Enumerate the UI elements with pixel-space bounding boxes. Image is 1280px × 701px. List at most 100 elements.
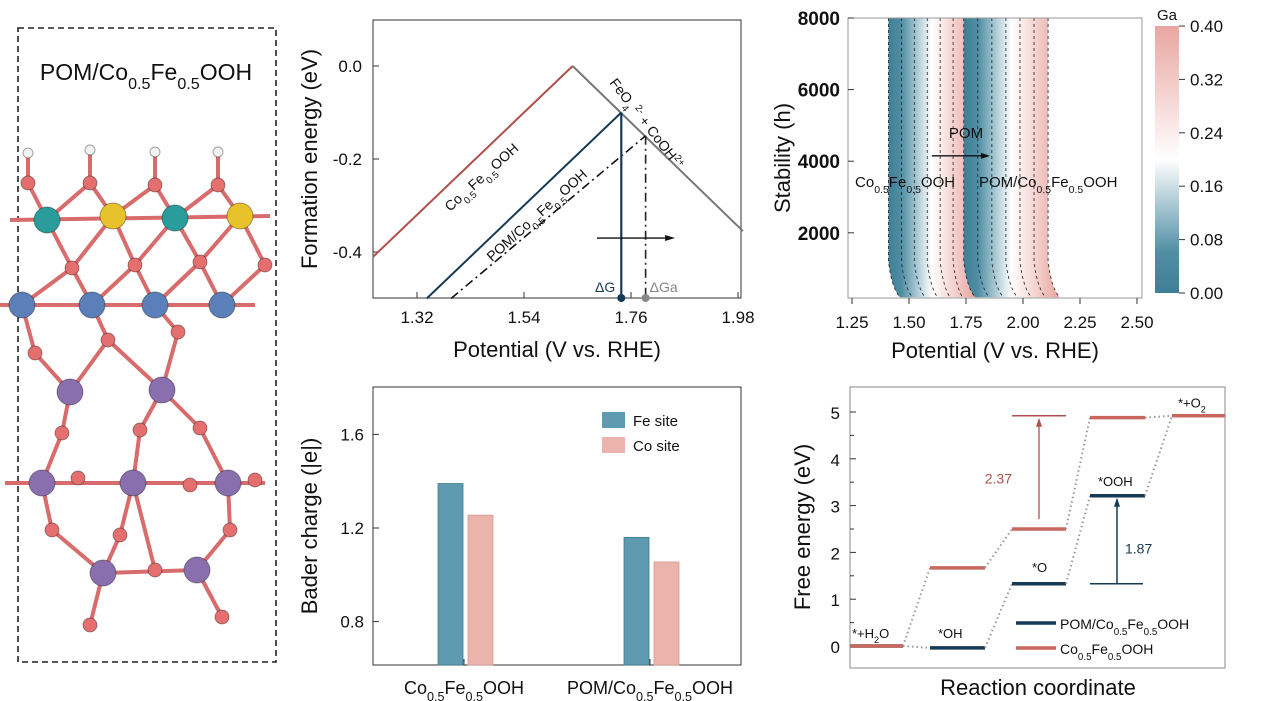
- y-tick-label: 4: [831, 451, 840, 470]
- colorbar-tick-label: 0.40: [1190, 17, 1223, 36]
- o-atom: [170, 324, 186, 340]
- o-atom: [182, 477, 198, 493]
- o-atom: [54, 425, 70, 441]
- x-tick-label: 1.54: [507, 308, 540, 327]
- contour-line: [991, 18, 1004, 298]
- colorbar-tick-label: 0.24: [1190, 124, 1223, 143]
- legend-swatch: [602, 437, 625, 453]
- colorbar-tick-label: 0.08: [1190, 231, 1223, 250]
- pom_metal-atom: [183, 556, 211, 584]
- arrow-head: [665, 235, 676, 242]
- x-tick-label: 2.00: [1006, 313, 1039, 332]
- o-atom: [127, 257, 143, 273]
- o-atom: [44, 522, 60, 538]
- o-atom: [27, 345, 43, 361]
- bar-fe-site: [623, 536, 650, 666]
- x-tick-label: POM/Co0.5Fe0.5OOH: [567, 678, 733, 701]
- marker-point: [617, 294, 626, 302]
- y-tick-label: 6000: [798, 81, 840, 102]
- pom_metal-atom: [214, 469, 242, 497]
- contour-line: [1005, 18, 1018, 298]
- y-tick-label: 0.0: [338, 57, 362, 76]
- y-tick-label: -0.4: [333, 243, 362, 262]
- step-label: *OH: [938, 626, 963, 641]
- bar-co-site: [467, 514, 494, 666]
- connector: [1065, 417, 1091, 530]
- arrow-head: [980, 152, 990, 159]
- step-label: *OOH: [1098, 474, 1133, 489]
- pom_metal-atom: [119, 469, 147, 497]
- y-tick-label: 0.8: [340, 613, 364, 632]
- y-tick-label: 2: [831, 544, 840, 563]
- contour-line: [1019, 18, 1032, 298]
- o-atom: [100, 332, 116, 348]
- plot-frame: [847, 17, 1143, 299]
- molecular-structure: [0, 144, 273, 633]
- arrow-head: [1036, 417, 1042, 427]
- o-atom: [82, 175, 98, 191]
- contour-band: [888, 18, 976, 298]
- bader-charge-chart: Bader charge (|e|) 0.8 1.2 1.6 Co0.5Fe0.5OO…: [297, 386, 742, 701]
- connector: [1144, 415, 1173, 497]
- legend-label: POM/Co0.5Fe0.5OOH: [1060, 616, 1189, 638]
- contour-line: [963, 18, 976, 298]
- y-axis-label: Formation energy (eV): [297, 49, 322, 269]
- ni_layer-atom: [208, 291, 236, 319]
- step-label: *+O2: [1178, 396, 1206, 415]
- connector: [1144, 414, 1173, 419]
- o-atom: [257, 257, 273, 273]
- bar-fe-site: [437, 483, 464, 666]
- y-axis-label: Stability (h): [770, 103, 795, 213]
- contour-line: [888, 18, 901, 298]
- contour-line: [977, 18, 990, 298]
- marker-label: ΔGa: [650, 279, 678, 295]
- legend-label: Co site: [633, 438, 680, 455]
- pom_metal-atom: [89, 559, 117, 587]
- y-tick-label: -0.2: [333, 150, 362, 169]
- o-atom: [70, 470, 86, 486]
- ni_layer-atom: [78, 291, 106, 319]
- structure-panel: POM/Co0.5Fe0.5OOH: [0, 27, 277, 663]
- o-atom: [192, 420, 208, 436]
- stability-heatmap: Potential (V vs. RHE) Stability (h) Ga 1…: [770, 7, 1223, 363]
- overpotential-label: 1.87: [1125, 541, 1152, 557]
- colorbar-title: Ga: [1157, 7, 1178, 24]
- o-atom: [20, 175, 36, 191]
- y-tick-label: 8000: [798, 9, 840, 30]
- colorbar-tick-label: 0.32: [1190, 70, 1223, 89]
- h-atom: [149, 146, 161, 158]
- y-axis-label: Free energy (eV): [790, 444, 815, 610]
- connector: [984, 583, 1013, 649]
- x-tick-label: 1.76: [614, 308, 647, 327]
- band-label: POM/Co0.5Fe0.5OOH: [979, 174, 1117, 196]
- x-tick-label: 1.32: [400, 308, 433, 327]
- step-label: *O: [1032, 560, 1047, 575]
- contour-band: [963, 18, 1060, 298]
- o-atom: [192, 254, 208, 270]
- x-tick-label: 2.50: [1120, 313, 1153, 332]
- x-axis-label: Potential (V vs. RHE): [891, 338, 1099, 363]
- x-tick-label: Co0.5Fe0.5OOH: [404, 678, 524, 701]
- pom_metal-atom: [56, 378, 84, 406]
- legend-swatch: [602, 412, 625, 428]
- structure-frame: [17, 27, 277, 663]
- y-tick-label: 4000: [798, 152, 840, 173]
- legend-label: Co0.5Fe0.5OOH: [1060, 641, 1153, 663]
- connector: [902, 645, 931, 649]
- fe-atom: [161, 204, 189, 232]
- ni_layer-atom: [141, 291, 169, 319]
- overpotential-label: 2.37: [985, 471, 1012, 487]
- h-atom: [212, 146, 224, 158]
- x-tick-label: 1.50: [892, 313, 925, 332]
- o-atom: [132, 422, 148, 438]
- x-tick-label: 1.98: [721, 308, 754, 327]
- plot-frame: [372, 386, 742, 666]
- o-atom: [247, 472, 263, 488]
- connector: [902, 567, 931, 647]
- colorbar-tick-label: 0.16: [1190, 177, 1223, 196]
- colorbar: [1155, 26, 1179, 293]
- y-axis-label: Bader charge (|e|): [297, 438, 322, 615]
- x-tick-label: 1.25: [835, 313, 868, 332]
- fe-atom: [33, 206, 61, 234]
